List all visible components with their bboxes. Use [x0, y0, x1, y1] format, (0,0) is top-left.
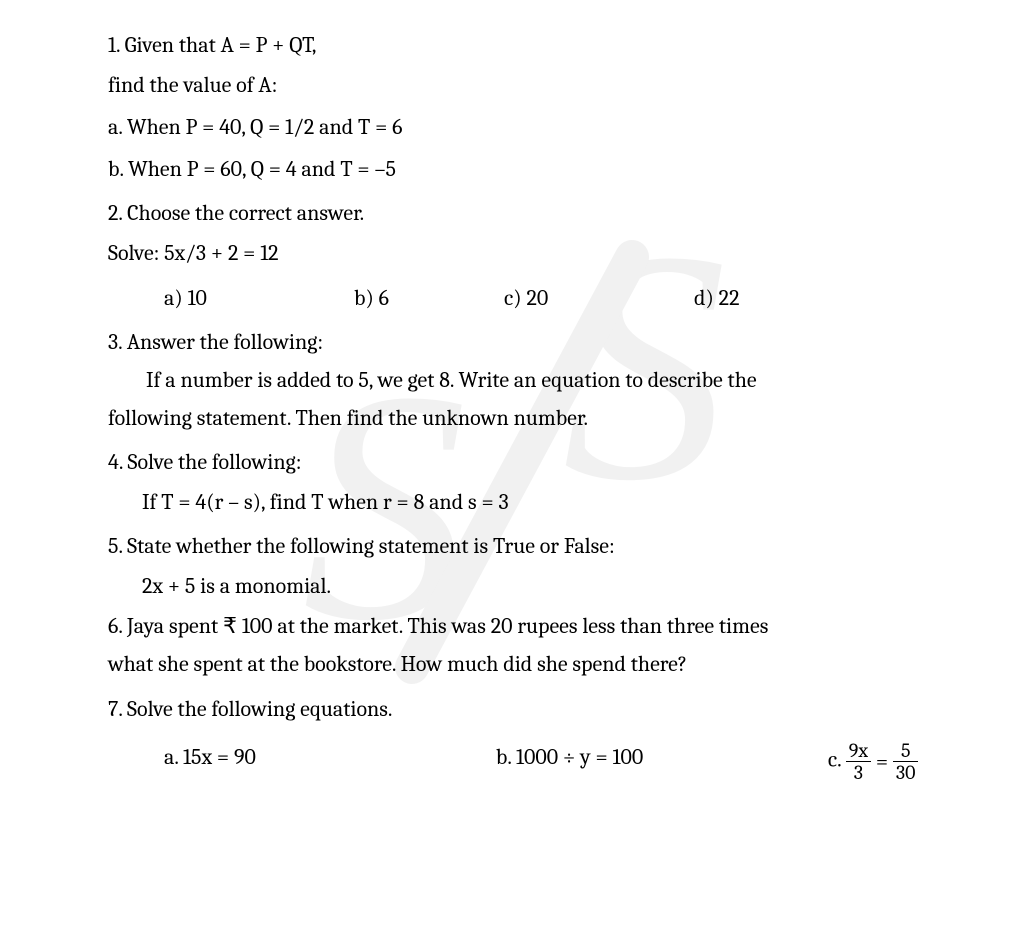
q7-c-frac1-den: 3 — [846, 762, 871, 783]
q7-a: a. 15x = 90 — [164, 740, 496, 783]
q2-opt-d: d) 22 — [694, 281, 814, 315]
q7-c: c. 9x3 = 530 — [828, 740, 984, 783]
q7-stem: 7. Solve the following equations. — [108, 692, 984, 726]
q2-opt-c: c) 20 — [504, 281, 694, 315]
q1-stem: 1. Given that A = P + QT, — [108, 28, 984, 62]
q6-line2: what she spent at the bookstore. How muc… — [108, 647, 984, 681]
q3-line2: following statement. Then find the unkno… — [108, 401, 984, 435]
q4-stem: 4. Solve the following: — [108, 445, 984, 479]
q3-stem: 3. Answer the following: — [108, 325, 984, 359]
q4-line: If T = 4(r – s), find T when r = 8 and s… — [142, 485, 984, 519]
worksheet-body: 1. Given that A = P + QT, find the value… — [0, 0, 1024, 783]
q7-c-eq: = — [871, 748, 893, 774]
q7-c-frac2: 530 — [893, 740, 919, 783]
q7-options: a. 15x = 90 b. 1000 ÷ y = 100 c. 9x3 = 5… — [164, 740, 984, 783]
q7-c-prefix: c. — [828, 746, 846, 772]
q3-line1: If a number is added to 5, we get 8. Wri… — [146, 363, 984, 397]
q1-b: b. When P = 60, Q = 4 and T = –5 — [108, 152, 984, 186]
q7-c-frac1-num: 9x — [846, 740, 871, 762]
q5-stem: 5. State whether the following statement… — [108, 529, 984, 563]
q2-opt-b: b) 6 — [354, 281, 504, 315]
q5-line: 2x + 5 is a monomial. — [142, 569, 984, 603]
q6-line1: 6. Jaya spent ₹ 100 at the market. This … — [108, 609, 984, 643]
q2-stem: 2. Choose the correct answer. — [108, 196, 984, 230]
q7-b: b. 1000 ÷ y = 100 — [496, 740, 828, 783]
q7-c-frac1: 9x3 — [846, 740, 871, 783]
q2-solve: Solve: 5x/3 + 2 = 12 — [108, 236, 984, 270]
q2-options: a) 10 b) 6 c) 20 d) 22 — [164, 281, 984, 315]
q7-c-frac2-num: 5 — [893, 740, 919, 762]
q1-line2: find the value of A: — [108, 68, 984, 102]
q2-opt-a: a) 10 — [164, 281, 354, 315]
q7-c-frac2-den: 30 — [893, 762, 919, 783]
q1-a: a. When P = 40, Q = 1/2 and T = 6 — [108, 110, 984, 144]
